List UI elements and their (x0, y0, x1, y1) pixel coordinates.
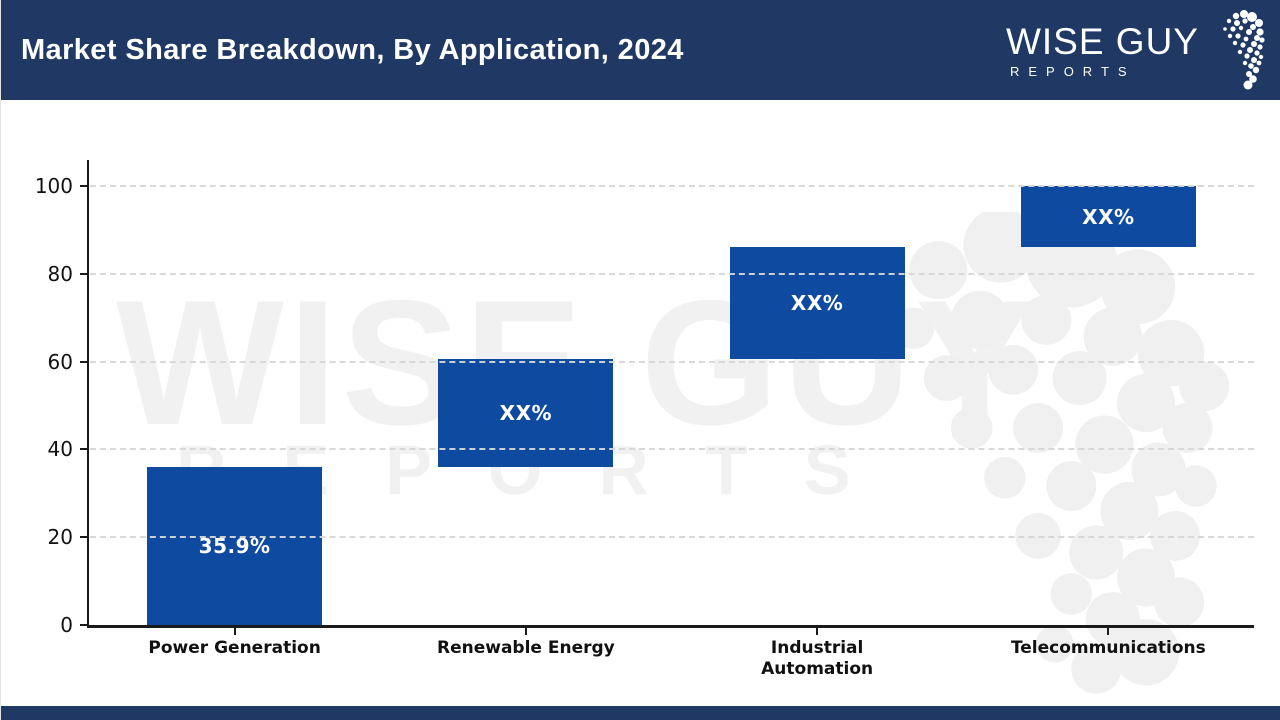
y-tick-label: 20 (47, 525, 73, 550)
x-tick-mark (816, 627, 819, 635)
y-tick-mark (80, 536, 89, 539)
y-tick-label: 80 (47, 261, 73, 286)
bar-value-label: XX% (499, 401, 553, 426)
y-tick-label: 40 (47, 437, 73, 462)
logo-subtitle: REPORTS (1009, 64, 1136, 79)
y-tick-label: 60 (47, 349, 73, 374)
plot-area: 35.9% Power Generation XX% Renewable Energy… (1, 100, 1280, 706)
y-gridline (90, 185, 1254, 187)
page-title: Market Share Breakdown, By Application, … (21, 33, 684, 66)
x-tick-mark (1107, 627, 1110, 635)
header-bar: Market Share Breakdown, By Application, … (1, 0, 1280, 100)
bar-value-label: XX% (1082, 204, 1135, 229)
y-tick-mark (80, 272, 89, 275)
x-category-label: Renewable Energy (436, 638, 615, 658)
y-gridline (90, 360, 1254, 363)
bar-value-label: XX% (790, 291, 844, 316)
logo-wordmark: WISE GUY (1005, 21, 1199, 62)
x-axis-line (86, 625, 1254, 628)
x-tick-mark (233, 627, 236, 635)
chart-area: WISE GUY REPORTS 35.9% Power Generation XX… (1, 100, 1280, 706)
y-tick-mark (80, 624, 89, 626)
y-gridline (90, 272, 1254, 275)
y-tick-label: 100 (34, 174, 73, 198)
logo-head-icon (1223, 10, 1265, 90)
y-tick-mark (80, 360, 89, 363)
logo-text: WISE GUY REPORTS (1006, 23, 1199, 79)
footer-bar (1, 706, 1280, 720)
y-tick-mark (80, 185, 89, 187)
x-category-label: Power Generation (148, 638, 321, 658)
wise-guy-logo: WISE GUY REPORTS (1006, 8, 1265, 94)
bar-value-label: 35.9% (198, 534, 271, 559)
x-category-label: Telecommunications (1010, 638, 1206, 658)
y-axis-line (86, 160, 89, 628)
bar-industrial-automation: XX% (729, 247, 905, 360)
x-tick-mark (524, 627, 527, 635)
x-category-label: Industrial Automation (761, 638, 874, 680)
bar-renewable-energy: XX% (438, 359, 614, 468)
bar-telecommunications: XX% (1020, 186, 1196, 248)
y-tick-mark (80, 448, 89, 451)
y-gridline (90, 448, 1254, 451)
bar-power-generation: 35.9% (147, 467, 323, 625)
y-tick-label: 0 (60, 613, 73, 637)
y-gridline (90, 536, 1254, 539)
